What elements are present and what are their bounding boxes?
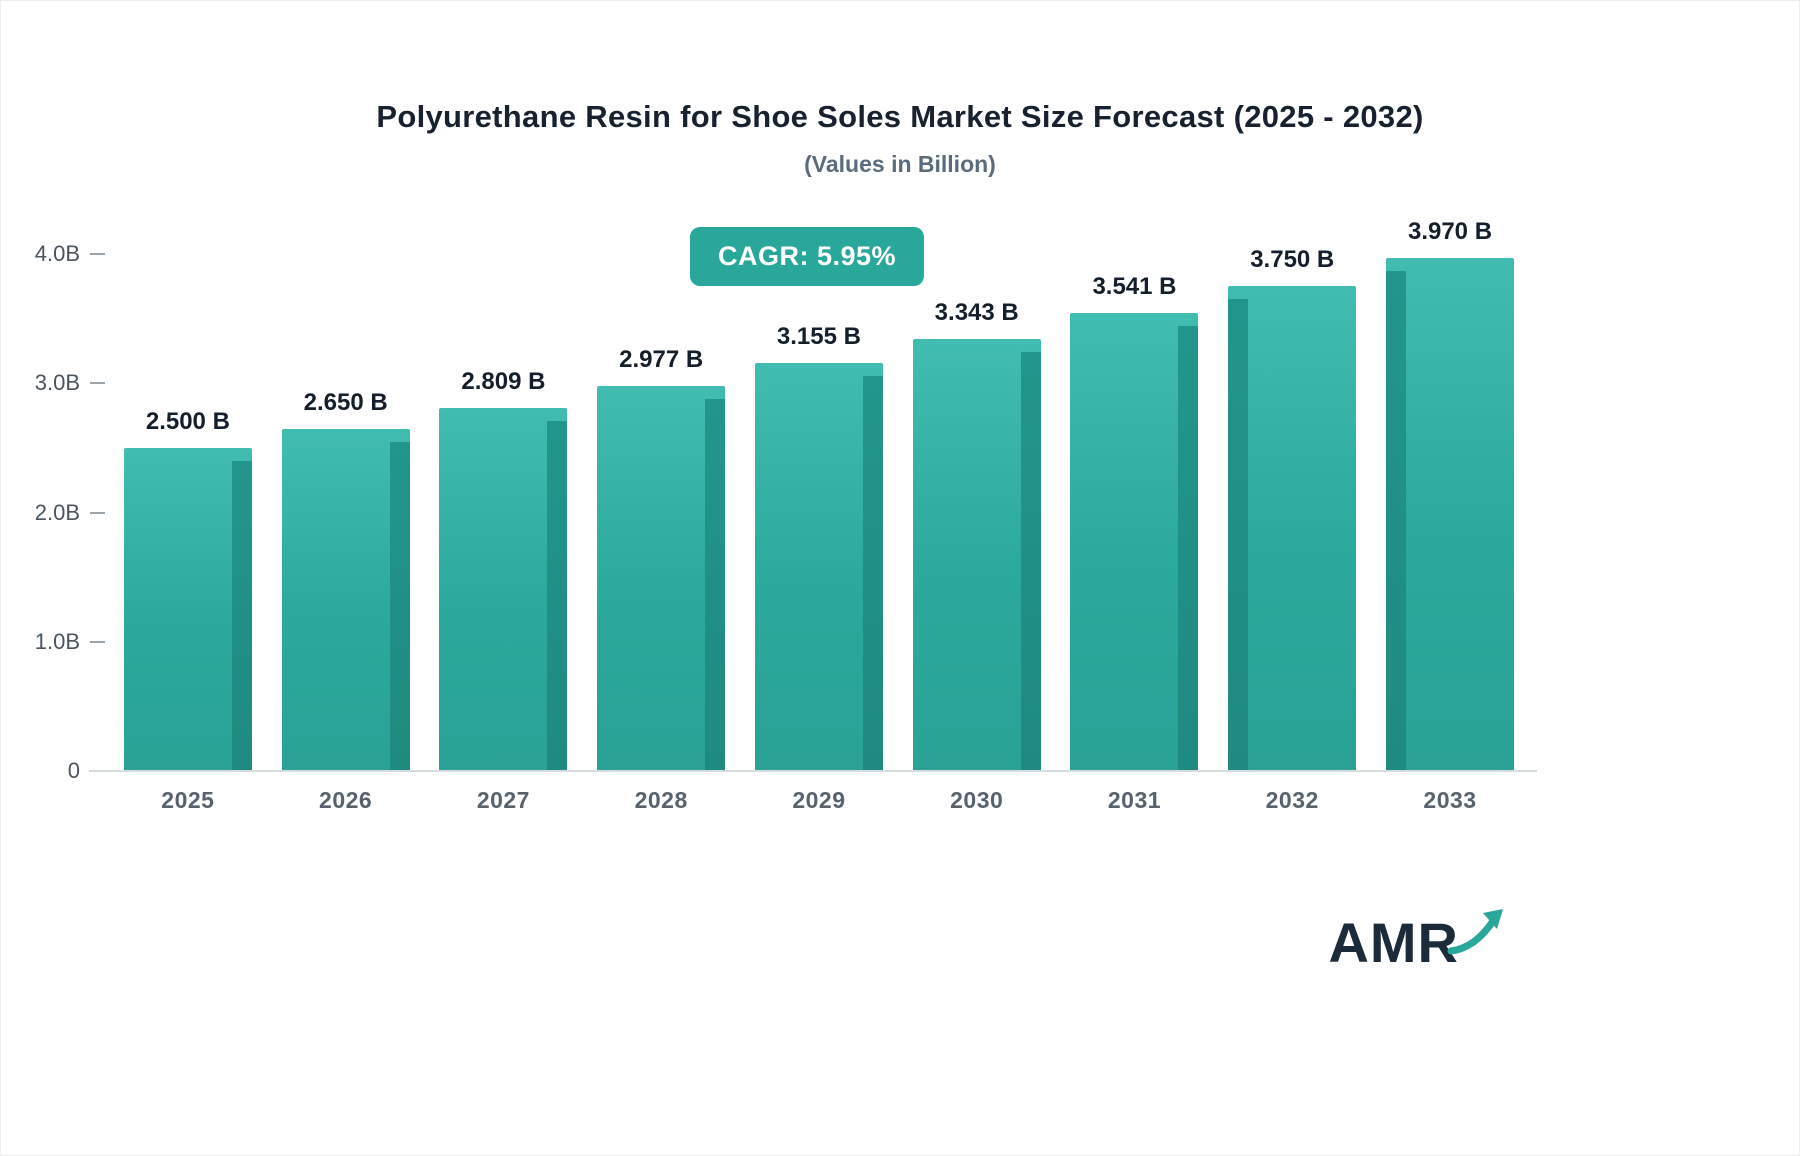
amr-logo-text: AMR [1328, 911, 1459, 974]
y-tick: 1.0B [1, 629, 105, 655]
chart-title: Polyurethane Resin for Shoe Soles Market… [376, 99, 1424, 134]
bars-container: 2.500 B 2.650 B 2.809 B 2.977 B 3.155 B 3.343… [109, 218, 1529, 771]
y-tick: 4.0B [1, 241, 105, 267]
bar-value-label: 2.977 B [619, 346, 704, 374]
bar-2032 [1228, 286, 1357, 771]
x-axis-label: 2032 [1265, 787, 1319, 813]
bar-value-label: 3.343 B [934, 298, 1019, 326]
y-tick-mark [90, 253, 105, 255]
amr-logo-arrow-icon [1447, 908, 1503, 954]
x-axis-label: 2031 [1107, 787, 1162, 813]
x-axis-label: 2028 [634, 787, 688, 813]
bar-group: 2.650 B [281, 254, 410, 771]
plot-area: 2.500 B 2.650 B 2.809 B 2.977 B 3.155 B 3.343… [109, 218, 1529, 771]
y-tick-label: 3.0B [34, 370, 80, 396]
bar-shade-strip [389, 441, 410, 771]
y-tick-label: 0 [67, 758, 80, 783]
bar-shade-strip [231, 460, 252, 771]
bar-shade-strip [705, 399, 726, 771]
y-tick: 2.0B [1, 500, 105, 526]
bar-shade-strip [1178, 326, 1199, 771]
x-axis-label: 2029 [792, 787, 846, 813]
x-axis-label: 2026 [319, 787, 373, 813]
x-axis-line [89, 770, 1537, 772]
bar-value-label: 3.155 B [776, 323, 861, 351]
bar-shade-strip [1228, 299, 1249, 771]
x-axis-label: 2030 [950, 787, 1004, 813]
x-axis: 2025 2026 2027 2028 2029 2030 2031 2032 2033 [109, 787, 1529, 814]
bar-shade-strip [1020, 351, 1041, 771]
y-tick-label: 2.0B [34, 499, 80, 525]
x-axis-label: 2033 [1423, 787, 1477, 813]
chart-subtitle: (Values in Billion) [804, 151, 996, 177]
bar-value-label: 2.500 B [145, 407, 230, 435]
y-tick-mark [90, 511, 105, 514]
bar-2027 [439, 407, 568, 771]
bar-group: 2.500 B [123, 254, 252, 771]
bar-group: 3.343 B [912, 254, 1041, 771]
cagr-badge: CAGR: 5.95% [689, 227, 925, 286]
bar-group: 3.970 B [1386, 218, 1514, 771]
bar-value-label: 2.809 B [461, 367, 546, 395]
y-tick-label: 1.0B [34, 628, 80, 654]
x-axis-label: 2027 [476, 787, 530, 813]
bar-2031 [1070, 313, 1199, 771]
bar-2026 [281, 428, 410, 771]
bar-2025 [123, 447, 252, 771]
y-tick-mark [90, 640, 105, 643]
bar-value-label: 3.970 B [1407, 217, 1493, 245]
bar-2033 [1386, 257, 1514, 771]
bar-group: 3.155 B [754, 254, 883, 771]
bar-value-label: 2.650 B [303, 388, 388, 416]
bar-2029 [754, 363, 883, 771]
y-axis: 0 1.0B 2.0B 3.0B 4.0B [1, 241, 105, 783]
y-tick: 3.0B [1, 370, 105, 396]
bar-shade-strip [862, 376, 883, 771]
x-axis-label: 2025 [161, 787, 215, 813]
bar-value-label: 3.750 B [1250, 246, 1335, 274]
bar-shade-strip [547, 420, 568, 771]
bar-group: 3.541 B [1070, 254, 1199, 771]
amr-logo: AMR [1328, 908, 1509, 975]
bar-value-label: 3.541 B [1092, 273, 1177, 301]
y-tick-mark [90, 382, 105, 385]
bar-shade-strip [1386, 270, 1406, 771]
y-tick-label: 4.0B [34, 241, 80, 266]
bar-2030 [912, 338, 1041, 771]
bar-2028 [597, 386, 726, 771]
bar-group: 2.809 B [439, 254, 568, 771]
bar-group: 2.977 B [597, 254, 726, 771]
bar-group: 3.750 B [1228, 246, 1357, 771]
